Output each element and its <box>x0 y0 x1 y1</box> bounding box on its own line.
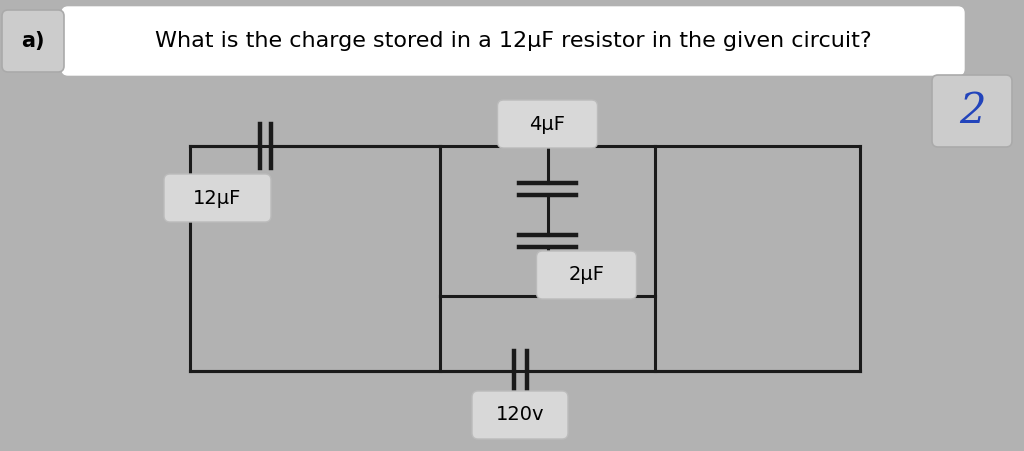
Text: 12μF: 12μF <box>193 189 242 207</box>
FancyBboxPatch shape <box>537 251 637 299</box>
Text: 2: 2 <box>958 90 985 132</box>
Text: 4μF: 4μF <box>529 115 565 133</box>
FancyBboxPatch shape <box>2 10 63 72</box>
FancyBboxPatch shape <box>164 174 271 222</box>
Text: 120v: 120v <box>496 405 544 424</box>
FancyBboxPatch shape <box>62 7 964 75</box>
FancyBboxPatch shape <box>472 391 568 439</box>
FancyBboxPatch shape <box>932 75 1012 147</box>
Text: What is the charge stored in a 12μF resistor in the given circuit?: What is the charge stored in a 12μF resi… <box>155 31 871 51</box>
FancyBboxPatch shape <box>498 100 597 148</box>
Text: a): a) <box>22 31 45 51</box>
Text: 2μF: 2μF <box>568 266 604 285</box>
